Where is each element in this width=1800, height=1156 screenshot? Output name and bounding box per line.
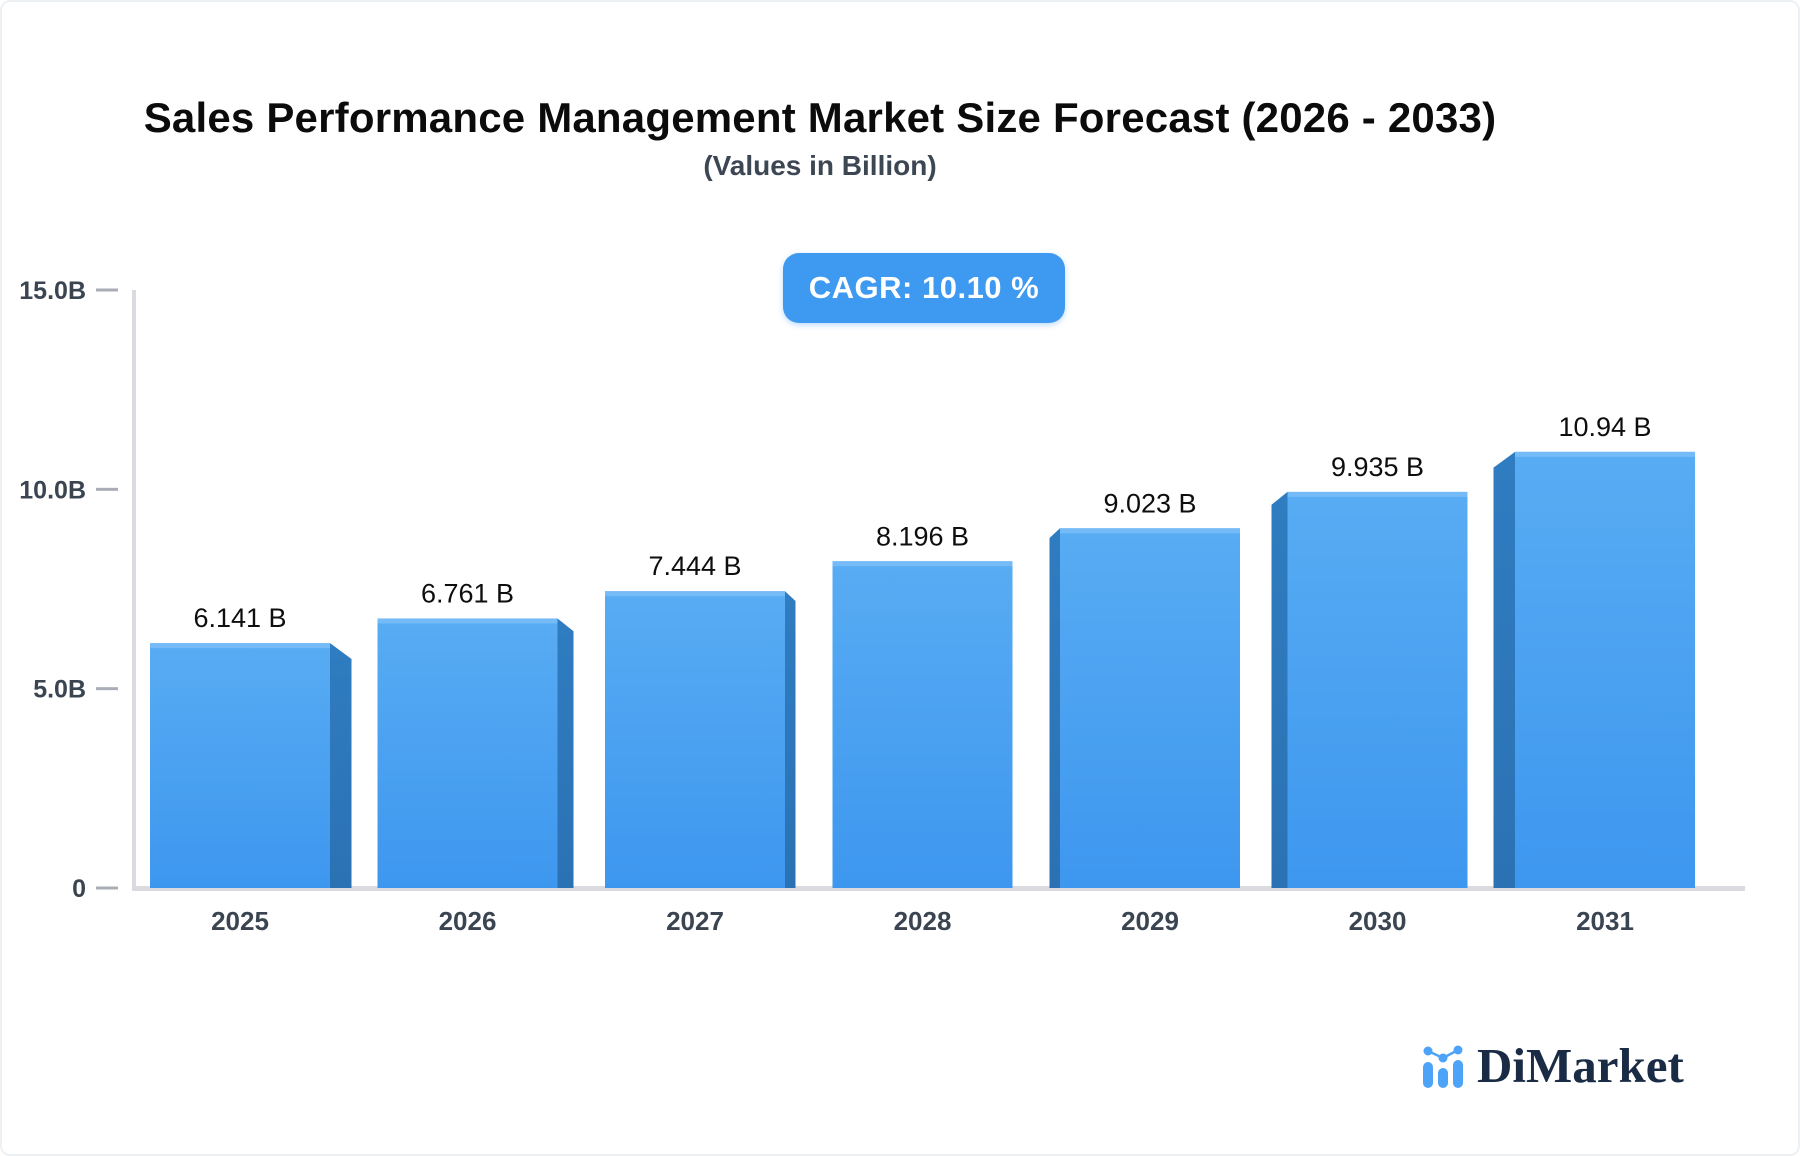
bar-value-label: 10.94 B xyxy=(1558,412,1651,442)
bar-top-edge-2030 xyxy=(1287,491,1468,497)
y-tick-label: 10.0B xyxy=(19,476,86,504)
bar-value-label: 6.761 B xyxy=(421,578,514,608)
bar-chart-logo-icon xyxy=(1423,1045,1463,1088)
bar-side-2025 xyxy=(330,643,352,888)
y-axis-line xyxy=(132,290,136,890)
bar-2027 xyxy=(605,591,785,888)
y-tick-mark xyxy=(96,687,118,691)
bar-side-2029 xyxy=(1049,528,1060,888)
bar-top-edge-2031 xyxy=(1515,451,1695,457)
x-axis-label: 2031 xyxy=(1576,906,1634,936)
cagr-badge: CAGR: 10.10 % xyxy=(783,253,1065,323)
bar-value-label: 9.935 B xyxy=(1331,452,1424,482)
y-tick-label: 5.0B xyxy=(33,676,86,704)
bar-top-edge-2028 xyxy=(832,561,1013,567)
cagr-badge-label: CAGR: 10.10 % xyxy=(808,270,1040,305)
bar-value-label: 6.141 B xyxy=(193,603,286,633)
bar-2031 xyxy=(1515,451,1695,888)
y-tick-label: 0 xyxy=(72,875,86,903)
bar-2030 xyxy=(1287,491,1468,888)
bar-2026 xyxy=(377,618,558,888)
y-tick-label: 15.0B xyxy=(19,277,86,305)
bar-value-label: 7.444 B xyxy=(648,551,741,581)
bar-2028 xyxy=(832,561,1013,888)
y-tick-mark xyxy=(96,487,118,491)
x-axis-label: 2029 xyxy=(1121,906,1179,936)
brand-logo-text: DiMarket xyxy=(1477,1038,1684,1093)
chart-title: Sales Performance Management Market Size… xyxy=(143,94,1497,141)
bar-value-label: 9.023 B xyxy=(1103,488,1196,518)
x-axis-label: 2027 xyxy=(666,906,724,936)
bar-top-edge-2029 xyxy=(1060,528,1240,534)
bar-side-2027 xyxy=(785,591,796,888)
brand-logo: DiMarket xyxy=(1421,1040,1684,1092)
bar-side-2031 xyxy=(1493,451,1515,888)
bar-2025 xyxy=(150,643,330,888)
bar-top-edge-2027 xyxy=(605,591,785,597)
bar-top-edge-2025 xyxy=(150,643,330,649)
bar-side-2030 xyxy=(1271,491,1288,888)
bar-2029 xyxy=(1060,528,1240,888)
y-tick-mark xyxy=(96,886,118,890)
x-axis-line xyxy=(132,886,1745,891)
y-tick-mark xyxy=(96,288,118,292)
bar-side-2026 xyxy=(557,618,574,888)
bar-top-edge-2026 xyxy=(377,618,558,624)
x-axis-label: 2030 xyxy=(1349,906,1407,936)
x-axis-label: 2025 xyxy=(211,906,269,936)
x-axis-label: 2026 xyxy=(439,906,497,936)
bar-value-label: 8.196 B xyxy=(876,521,969,551)
chart-subtitle: (Values in Billion) xyxy=(703,150,937,181)
x-axis-label: 2028 xyxy=(894,906,952,936)
